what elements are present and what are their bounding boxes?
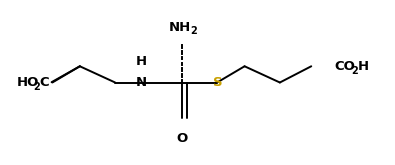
Text: O: O: [176, 132, 188, 145]
Text: 2: 2: [34, 82, 40, 92]
Text: H: H: [357, 60, 369, 73]
Text: 2: 2: [190, 26, 197, 36]
Text: 2: 2: [352, 66, 358, 76]
Text: HO: HO: [17, 76, 40, 89]
Text: H: H: [135, 55, 147, 68]
Text: S: S: [213, 77, 223, 89]
Text: N: N: [135, 77, 147, 89]
Text: CO: CO: [335, 60, 356, 73]
Text: NH: NH: [168, 21, 190, 34]
Text: C: C: [40, 76, 49, 89]
